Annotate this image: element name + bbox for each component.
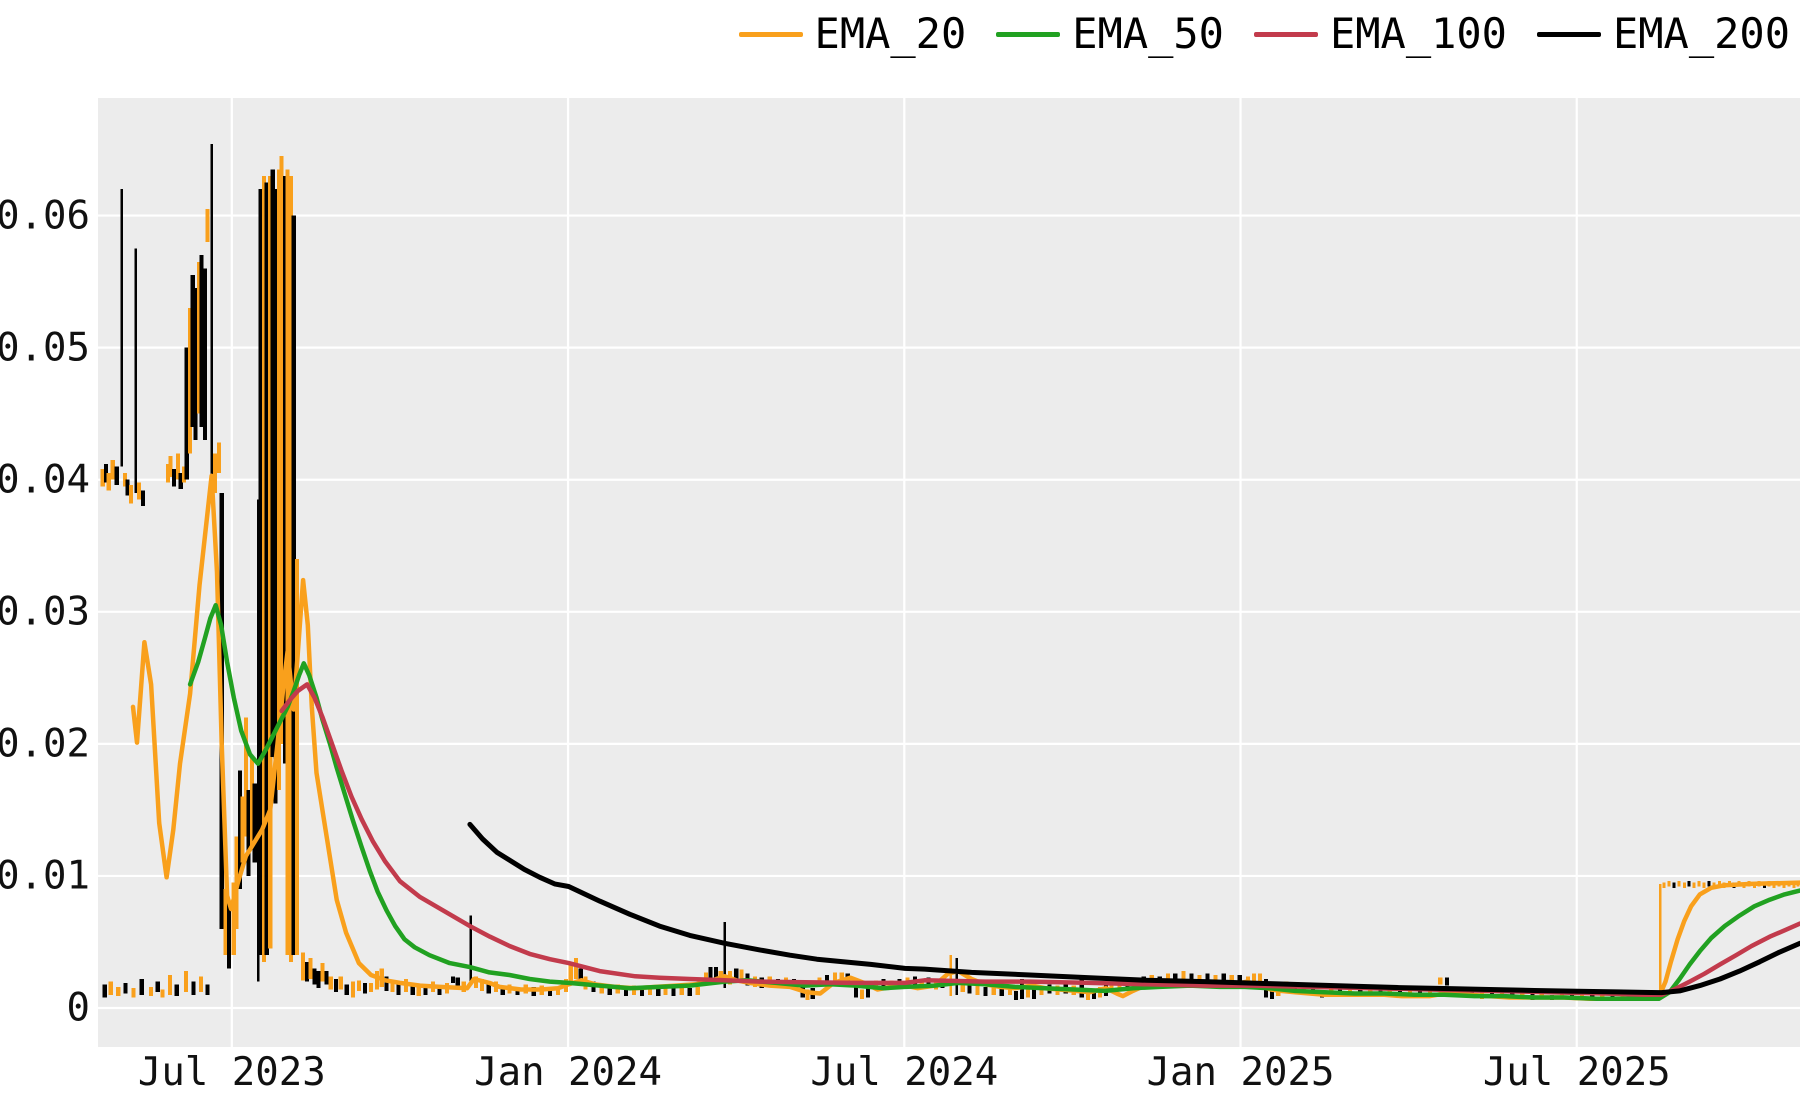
candlestick-series xyxy=(100,144,1800,1001)
gridlines xyxy=(98,98,1800,1047)
legend-label-ema-200: EMA_200 xyxy=(1612,9,1790,58)
y-tick-0-05: 0.05 xyxy=(0,325,90,371)
ema-50-line xyxy=(187,602,1800,1002)
ema-200-line xyxy=(467,821,1800,996)
x-tick-jul-2023: Jul 2023 xyxy=(137,1050,326,1095)
legend-item-ema-20: EMA_20 xyxy=(738,6,967,62)
y-tick-0-01: 0.01 xyxy=(0,853,90,899)
y-tick-0-02: 0.02 xyxy=(0,721,90,767)
x-tick-jul-2024: Jul 2024 xyxy=(810,1050,999,1095)
legend: EMA_20 EMA_50 EMA_100 EMA_200 xyxy=(738,6,1790,62)
legend-label-ema-50: EMA_50 xyxy=(1072,9,1224,58)
plot-background xyxy=(98,98,1800,1047)
legend-item-ema-50: EMA_50 xyxy=(996,6,1224,62)
x-tick-jan-2025: Jan 2025 xyxy=(1146,1050,1335,1095)
legend-label-ema-20: EMA_20 xyxy=(814,9,967,58)
legend-item-ema-200: EMA_200 xyxy=(1536,6,1790,62)
y-tick-0-03: 0.03 xyxy=(0,589,90,635)
legend-label-ema-100: EMA_100 xyxy=(1329,9,1507,58)
y-tick-0: 0 xyxy=(66,985,90,1031)
ema-50-line-swatch-icon xyxy=(996,31,1061,37)
y-tick-0-06: 0.06 xyxy=(0,193,90,239)
ema-200-line-swatch-icon xyxy=(1536,31,1601,37)
x-tick-jul-2025: Jul 2025 xyxy=(1482,1050,1671,1095)
x-tick-jan-2024: Jan 2024 xyxy=(474,1050,662,1095)
y-tick-0-04: 0.04 xyxy=(0,457,90,503)
legend-item-ema-100: EMA_100 xyxy=(1253,6,1507,62)
ema-100-line-swatch-icon xyxy=(1253,31,1318,37)
ema-20-line-swatch-icon xyxy=(738,31,803,37)
